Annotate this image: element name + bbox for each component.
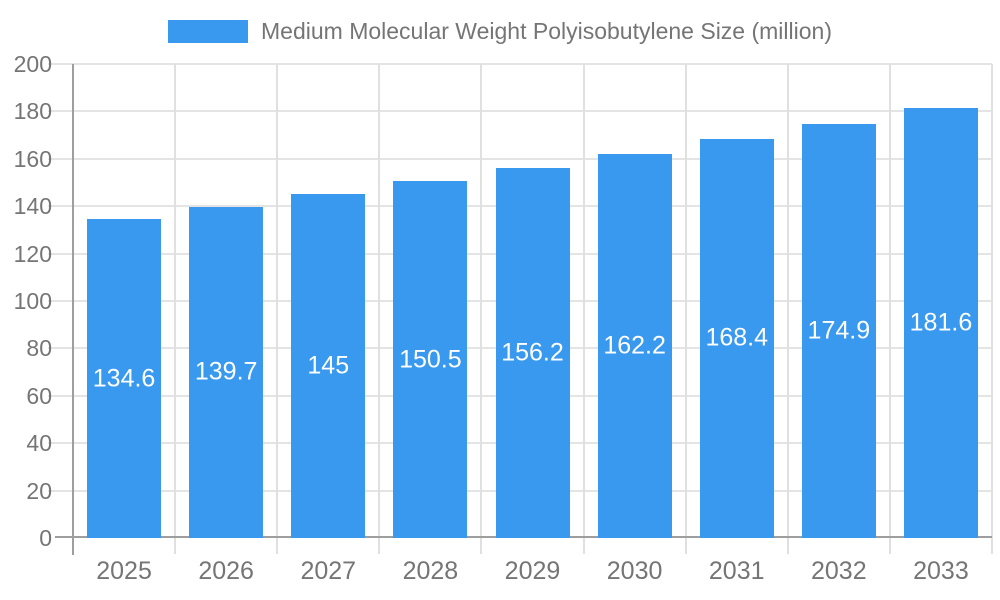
v-gridline — [378, 64, 381, 554]
v-gridline — [582, 64, 585, 554]
y-tick-label: 120 — [13, 240, 52, 267]
v-gridline — [991, 64, 993, 554]
x-tick-label: 2027 — [300, 557, 357, 585]
y-tick-label: 20 — [26, 477, 52, 504]
y-tick-label: 180 — [13, 98, 52, 125]
legend-item[interactable]: Medium Molecular Weight Polyisobutylene … — [0, 18, 1000, 45]
legend-swatch — [168, 20, 249, 43]
v-gridline — [888, 64, 891, 554]
bar-value-label: 174.9 — [807, 316, 871, 345]
bar-value-label: 145 — [307, 351, 350, 380]
bar-value-label: 181.6 — [909, 308, 973, 337]
bar[interactable]: 156.2 — [495, 167, 570, 538]
bar[interactable]: 150.5 — [393, 181, 468, 538]
y-tick-label: 200 — [13, 51, 52, 77]
y-tick-label: 40 — [26, 430, 52, 457]
x-tick-label: 2032 — [811, 557, 867, 585]
y-tick-label: 60 — [26, 382, 52, 409]
v-gridline — [276, 64, 279, 554]
x-tick-label: 2031 — [708, 557, 765, 585]
x-tick-label: 2029 — [504, 557, 561, 585]
y-tick-label: 0 — [39, 525, 52, 551]
plot-area: 134.6 139.7 145 150.5 156.2 162.2 168.4 174.9 18… — [48, 63, 993, 555]
bar-value-label: 150.5 — [399, 345, 462, 374]
h-gridline — [48, 63, 992, 65]
bar-value-label: 134.6 — [92, 364, 156, 392]
x-tick-label: 2025 — [96, 557, 152, 585]
v-gridline — [174, 64, 177, 554]
x-tick-label: 2033 — [913, 557, 969, 585]
v-gridline — [480, 64, 483, 554]
bar-value-label: 168.4 — [705, 323, 768, 352]
bar[interactable]: 181.6 — [903, 107, 978, 538]
bar-value-label: 162.2 — [603, 331, 666, 360]
x-tick-label: 2026 — [198, 557, 254, 585]
bar-value-label: 139.7 — [194, 357, 258, 386]
v-gridline — [786, 64, 789, 554]
h-gridline — [48, 110, 992, 113]
bar[interactable]: 134.6 — [87, 219, 162, 538]
bar[interactable]: 145 — [291, 194, 366, 538]
y-tick-label: 100 — [13, 288, 52, 314]
y-axis-line — [72, 64, 74, 555]
x-tick-label: 2030 — [606, 557, 663, 585]
h-gridline — [48, 157, 992, 160]
bar[interactable]: 139.7 — [189, 206, 264, 538]
bar[interactable]: 174.9 — [801, 123, 876, 538]
x-tick-label: 2028 — [402, 557, 459, 585]
bar-value-label: 156.2 — [501, 338, 564, 367]
y-tick-label: 80 — [26, 335, 52, 362]
y-tick-label: 140 — [13, 193, 52, 220]
y-tick-label: 160 — [13, 145, 52, 172]
bar[interactable]: 162.2 — [597, 153, 672, 538]
bar[interactable]: 168.4 — [699, 138, 774, 538]
v-gridline — [684, 64, 687, 554]
legend-label: Medium Molecular Weight Polyisobutylene … — [261, 18, 832, 44]
